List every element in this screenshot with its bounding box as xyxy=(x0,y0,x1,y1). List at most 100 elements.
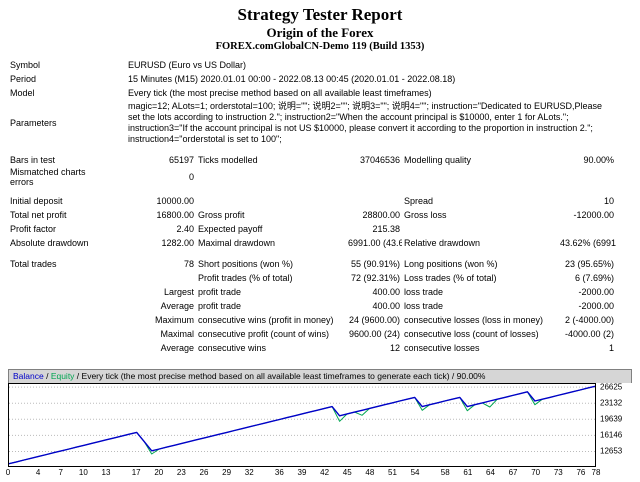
parameters-value: magic=12; ALots=1; orderstotal=100; 说明="… xyxy=(128,101,602,144)
spacer-row xyxy=(8,187,616,194)
table-row: Maximum consecutive wins (profit in mone… xyxy=(8,313,616,327)
x-axis-label: 13 xyxy=(101,468,111,477)
x-axis-label: 58 xyxy=(440,468,450,477)
y-axis-label: 12653 xyxy=(600,446,623,456)
maximal-label: Maximal xyxy=(160,329,194,339)
maximum-losses-value: 2 (-4000.00) xyxy=(564,315,615,325)
chart-plot-area xyxy=(8,383,596,467)
model-label: Model xyxy=(10,88,35,98)
period-label: Period xyxy=(10,74,37,84)
server-build: FOREX.comGlobalCN-Demo 119 (Build 1353) xyxy=(215,41,425,52)
x-axis-label: 73 xyxy=(553,468,563,477)
table-row: Profit factor 2.40 Expected payoff 215.3… xyxy=(8,222,616,236)
net-profit-label: Total net profit xyxy=(10,210,67,220)
relative-drawdown-label: Relative drawdown xyxy=(404,238,481,248)
balance-line xyxy=(9,385,595,465)
short-positions-label: Short positions (won %) xyxy=(198,259,294,269)
legend-description: / Every tick (the most precise method ba… xyxy=(74,371,486,381)
symbol-value: EURUSD (Euro vs US Dollar) xyxy=(128,60,247,70)
x-axis-label: 0 xyxy=(5,468,11,477)
avg-consecutive-label: Average xyxy=(160,343,194,353)
x-axis-label: 70 xyxy=(531,468,541,477)
legend-balance: Balance xyxy=(13,371,44,381)
x-axis-label: 7 xyxy=(58,468,63,477)
maximum-wins-label: consecutive wins (profit in money) xyxy=(198,315,334,325)
table-row: Absolute drawdown 1282.00 Maximal drawdo… xyxy=(8,236,616,250)
x-axis-label: 42 xyxy=(320,468,330,477)
balance-equity-chart: Balance / Equity / Every tick (the most … xyxy=(5,369,632,479)
period-value: 15 Minutes (M15) 2020.01.01 00:00 - 2022… xyxy=(128,74,456,84)
profit-factor-label: Profit factor xyxy=(10,224,57,234)
maximal-loss-value: -4000.00 (2) xyxy=(564,329,615,339)
table-row: Period 15 Minutes (M15) 2020.01.01 00:00… xyxy=(8,72,616,86)
parameters-label: Parameters xyxy=(10,118,57,128)
profit-trades-value: 72 (92.31%) xyxy=(350,273,400,283)
table-row: Model Every tick (the most precise metho… xyxy=(8,86,616,100)
loss-trades-label: Loss trades (% of total) xyxy=(404,273,497,283)
table-row: Symbol EURUSD (Euro vs US Dollar) xyxy=(8,58,616,72)
symbol-label: Symbol xyxy=(10,60,41,70)
y-axis-label: 16146 xyxy=(600,430,623,440)
maximum-wins-value: 24 (9600.00) xyxy=(348,315,400,325)
total-trades-label: Total trades xyxy=(10,259,57,269)
maximal-profit-label: consecutive profit (count of wins) xyxy=(198,329,330,339)
relative-drawdown-value: 43.62% (6991.00) xyxy=(560,238,617,248)
gross-loss-value: -12000.00 xyxy=(573,210,615,220)
x-axis-label: 10 xyxy=(78,468,88,477)
spacer-row xyxy=(8,146,616,153)
mismatched-label: Mismatched charts errors xyxy=(10,167,86,187)
maximal-loss-label: consecutive loss (count of losses) xyxy=(404,329,539,339)
maximal-drawdown-value: 6991.00 (43.62%) xyxy=(348,238,402,248)
x-axis-label: 4 xyxy=(35,468,41,477)
x-axis-label: 26 xyxy=(199,468,209,477)
x-axis-label: 29 xyxy=(222,468,232,477)
maximal-profit-value: 9600.00 (24) xyxy=(348,329,400,339)
table-row: Bars in test 65197 Ticks modelled 370465… xyxy=(8,153,616,167)
table-row: Average consecutive wins 12 consecutive … xyxy=(8,341,616,355)
average-profit-value: 400.00 xyxy=(372,301,400,311)
table-row: Profit trades (% of total) 72 (92.31%) L… xyxy=(8,271,616,285)
quality-value: 90.00% xyxy=(583,155,615,165)
chart-canvas xyxy=(9,385,595,465)
long-positions-label: Long positions (won %) xyxy=(404,259,498,269)
total-trades-value: 78 xyxy=(183,259,194,269)
x-axis-label: 67 xyxy=(508,468,518,477)
x-axis-label: 48 xyxy=(365,468,375,477)
avg-consecutive-wins-value: 12 xyxy=(389,343,400,353)
table-row: Maximal consecutive profit (count of win… xyxy=(8,327,616,341)
x-axis-label: 54 xyxy=(410,468,420,477)
gross-loss-label: Gross loss xyxy=(404,210,447,220)
y-axis-label: 26625 xyxy=(600,382,623,392)
y-axis-label: 19639 xyxy=(600,414,623,424)
bars-label: Bars in test xyxy=(10,155,56,165)
table-row: Mismatched charts errors 0 xyxy=(8,167,616,187)
x-axis-label: 76 xyxy=(576,468,586,477)
x-axis-label: 78 xyxy=(591,468,601,477)
deposit-value: 10000.00 xyxy=(156,196,194,206)
largest-loss-value: -2000.00 xyxy=(578,287,615,297)
ea-name: Origin of the Forex xyxy=(266,25,374,40)
x-axis-label: 36 xyxy=(274,468,284,477)
gross-profit-value: 28800.00 xyxy=(362,210,400,220)
gross-profit-label: Gross profit xyxy=(198,210,245,220)
x-axis-label: 17 xyxy=(131,468,141,477)
table-row: Parameters magic=12; ALots=1; orderstota… xyxy=(8,100,616,146)
x-axis-label: 64 xyxy=(486,468,495,477)
long-positions-value: 23 (95.65%) xyxy=(564,259,615,269)
profit-factor-value: 2.40 xyxy=(176,224,194,234)
avg-consecutive-wins-label: consecutive wins xyxy=(198,343,267,353)
y-axis-label: 23132 xyxy=(600,398,623,408)
net-profit-value: 16800.00 xyxy=(156,210,194,220)
average-label: Average xyxy=(160,301,194,311)
deposit-label: Initial deposit xyxy=(10,196,63,206)
largest-loss-label: loss trade xyxy=(404,287,444,297)
short-positions-value: 55 (90.91%) xyxy=(350,259,400,269)
absolute-drawdown-label: Absolute drawdown xyxy=(10,238,89,248)
x-axis-label: 32 xyxy=(244,468,254,477)
x-axis-label: 20 xyxy=(154,468,164,477)
x-axis-label: 23 xyxy=(176,468,186,477)
avg-consecutive-losses-label: consecutive losses xyxy=(404,343,480,353)
absolute-drawdown-value: 1282.00 xyxy=(161,238,194,248)
table-row: Average profit trade 400.00 loss trade -… xyxy=(8,299,616,313)
average-profit-label: profit trade xyxy=(198,301,242,311)
